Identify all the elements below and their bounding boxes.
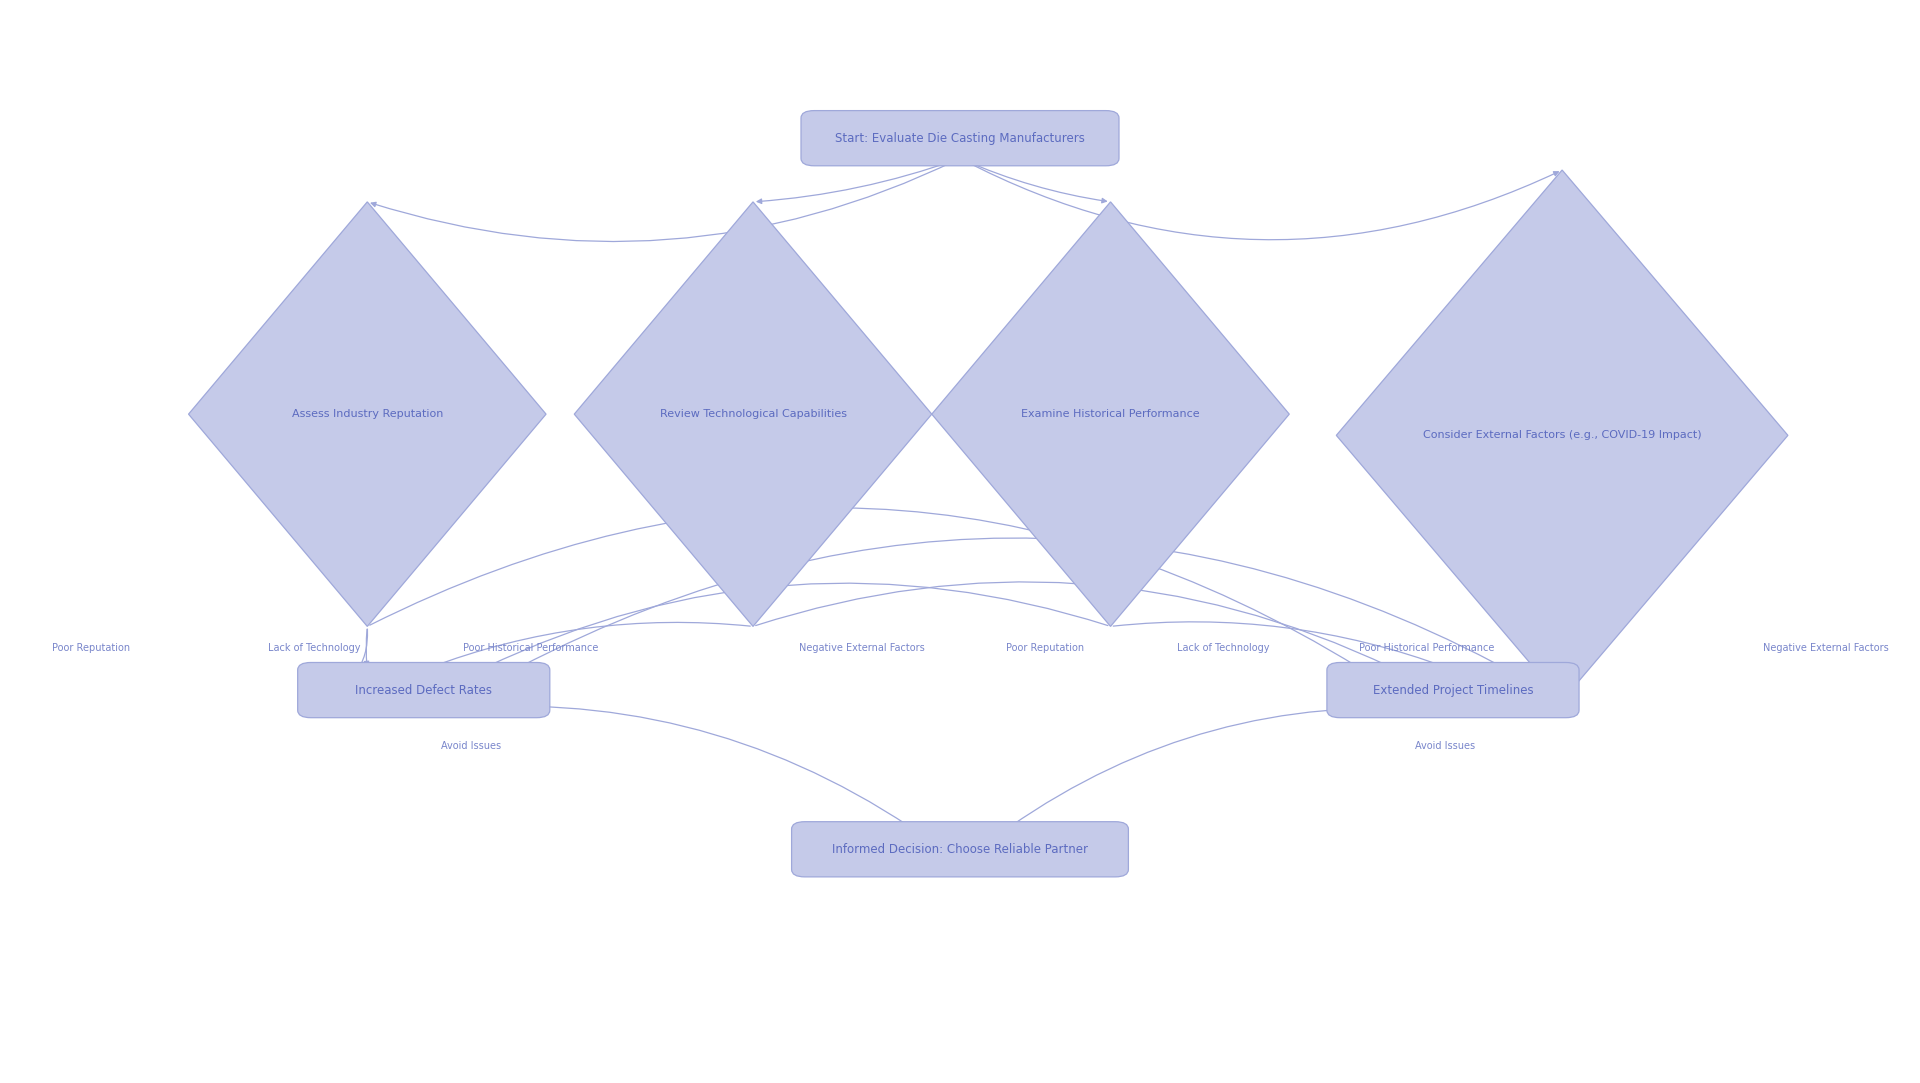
Text: Poor Reputation: Poor Reputation [1006,642,1083,653]
Text: Start: Evaluate Die Casting Manufacturers: Start: Evaluate Die Casting Manufacturer… [835,132,1085,145]
Text: Informed Decision: Choose Reliable Partner: Informed Decision: Choose Reliable Partn… [831,843,1089,856]
Text: Increased Defect Rates: Increased Defect Rates [355,683,492,696]
Text: Review Technological Capabilities: Review Technological Capabilities [660,409,847,419]
Polygon shape [574,201,931,626]
Text: Poor Historical Performance: Poor Historical Performance [1359,642,1494,653]
Text: Avoid Issues: Avoid Issues [442,742,501,752]
Text: Extended Project Timelines: Extended Project Timelines [1373,683,1534,696]
Text: Consider External Factors (e.g., COVID-19 Impact): Consider External Factors (e.g., COVID-1… [1423,430,1701,441]
Text: Examine Historical Performance: Examine Historical Performance [1021,409,1200,419]
FancyBboxPatch shape [791,822,1129,877]
FancyBboxPatch shape [298,663,549,718]
Text: Poor Reputation: Poor Reputation [52,642,131,653]
Text: Poor Historical Performance: Poor Historical Performance [463,642,599,653]
Text: Assess Industry Reputation: Assess Industry Reputation [292,409,444,419]
Text: Lack of Technology: Lack of Technology [269,642,361,653]
Text: Negative External Factors: Negative External Factors [799,642,925,653]
FancyBboxPatch shape [801,110,1119,166]
Polygon shape [1336,170,1788,701]
Text: Negative External Factors: Negative External Factors [1763,642,1889,653]
Polygon shape [931,201,1288,626]
Text: Avoid Issues: Avoid Issues [1415,742,1475,752]
Polygon shape [188,201,545,626]
FancyBboxPatch shape [1327,663,1578,718]
Text: Lack of Technology: Lack of Technology [1177,642,1269,653]
